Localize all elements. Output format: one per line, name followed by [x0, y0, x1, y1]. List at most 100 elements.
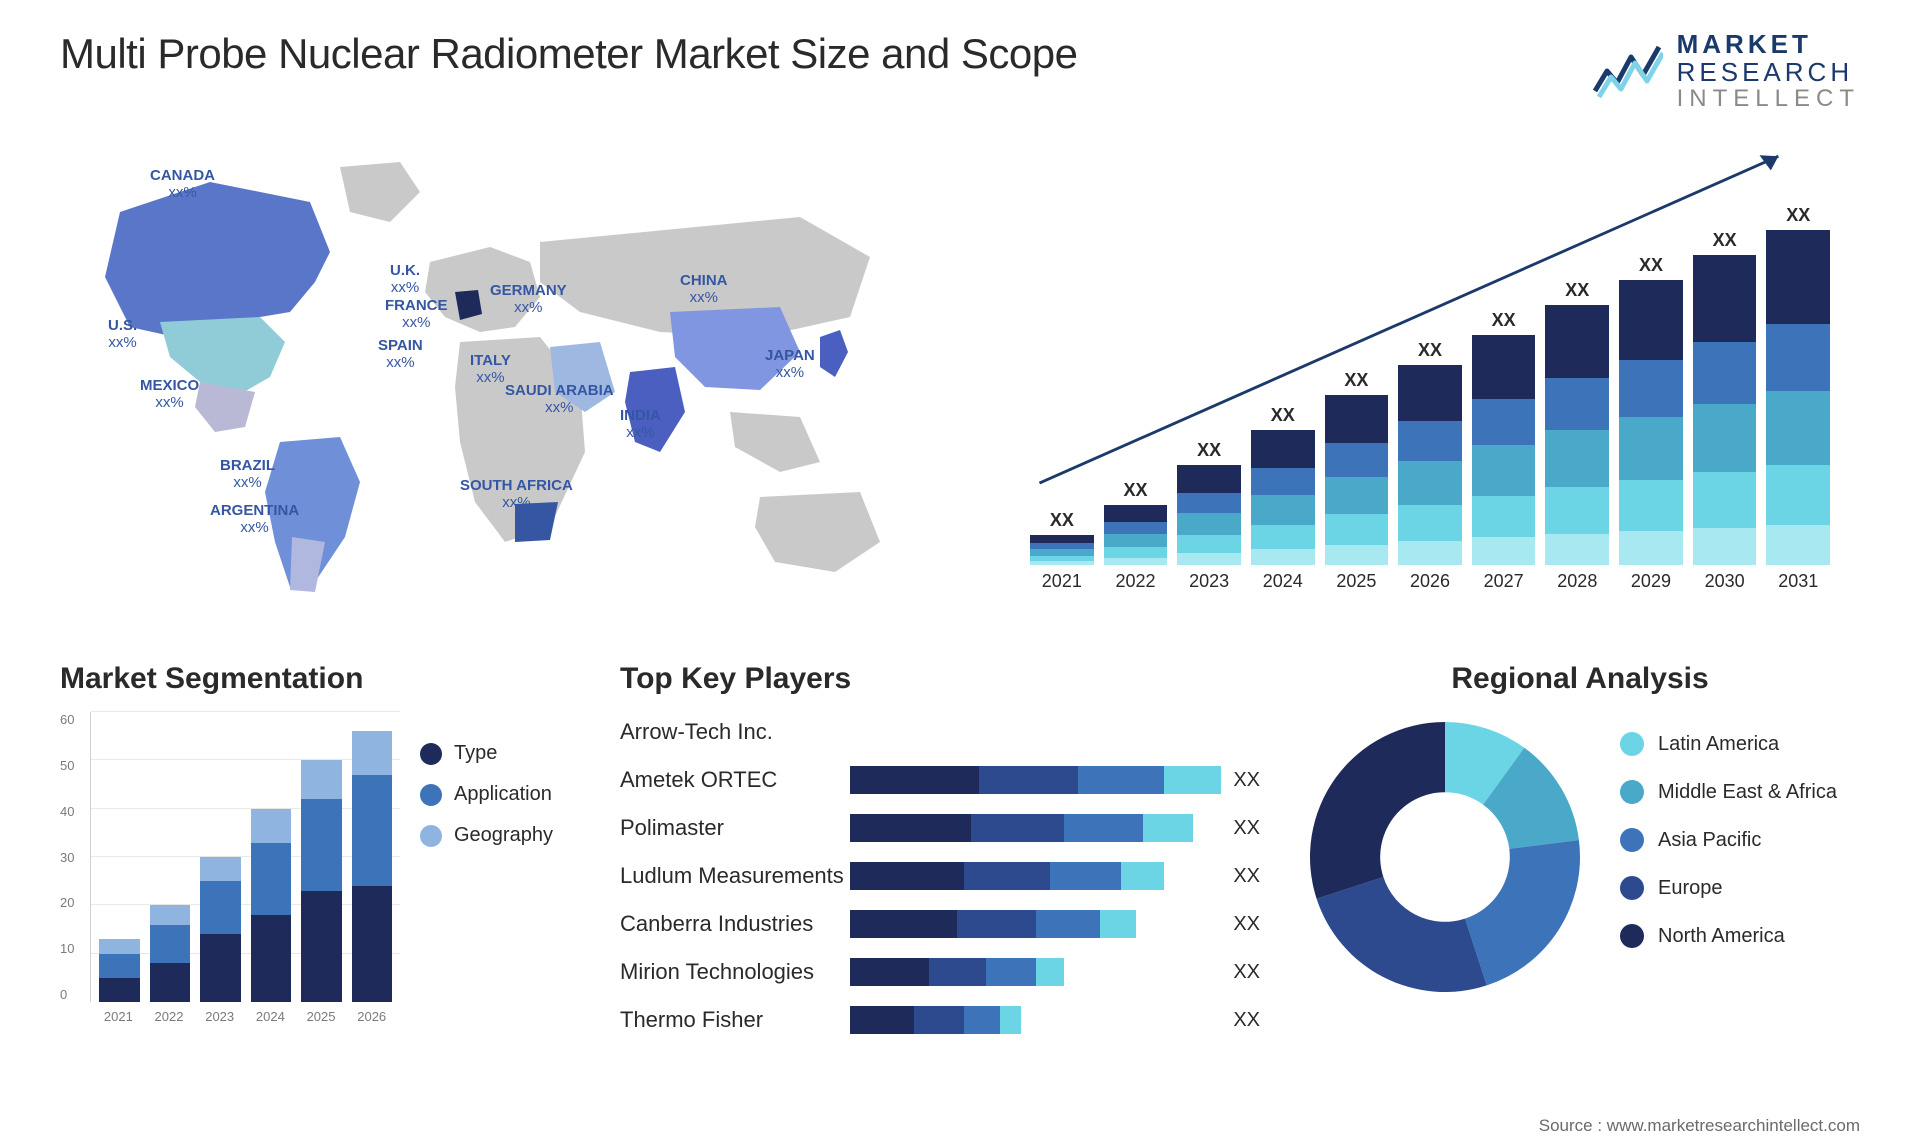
- growth-bar-column: XX 2025: [1325, 370, 1389, 592]
- legend-swatch-icon: [1620, 876, 1644, 900]
- key-player-label: Ametek ORTEC: [620, 767, 850, 793]
- world-map: CANADAxx%U.S.xx%MEXICOxx%BRAZILxx%ARGENT…: [60, 142, 960, 622]
- legend-swatch-icon: [1620, 828, 1644, 852]
- regional-legend-item: North America: [1620, 924, 1837, 948]
- key-players-title: Top Key Players: [620, 662, 1260, 696]
- map-country-label: INDIAxx%: [620, 407, 661, 442]
- key-player-bar: [850, 1006, 1221, 1034]
- map-country-label: FRANCExx%: [385, 297, 448, 332]
- key-player-row: Mirion Technologies XX: [620, 952, 1260, 992]
- segmentation-bar: [200, 857, 241, 1002]
- growth-bar-year-label: 2025: [1336, 571, 1376, 592]
- seg-ytick: 0: [60, 987, 86, 1002]
- key-player-value: XX: [1233, 769, 1260, 792]
- regional-legend-item: Middle East & Africa: [1620, 780, 1837, 804]
- key-player-bar: [850, 910, 1221, 938]
- regional-donut-chart: [1300, 712, 1590, 1002]
- segmentation-bar: [99, 939, 140, 1002]
- legend-label: Geography: [454, 824, 553, 847]
- key-player-label: Canberra Industries: [620, 911, 850, 937]
- logo-line3: INTELLECT: [1677, 86, 1860, 112]
- regional-legend-item: Europe: [1620, 876, 1837, 900]
- legend-label: Application: [454, 783, 552, 806]
- segmentation-bar: [150, 905, 191, 1002]
- legend-label: Asia Pacific: [1658, 829, 1761, 852]
- seg-xtick: 2026: [351, 1009, 392, 1024]
- seg-xtick: 2022: [149, 1009, 190, 1024]
- map-country-label: SAUDI ARABIAxx%: [505, 382, 614, 417]
- key-player-bar: [850, 766, 1221, 794]
- growth-bar-year-label: 2021: [1042, 571, 1082, 592]
- market-growth-chart: XX2021XX2022XX2023XX2024XX2025XX2026XX20…: [1000, 142, 1860, 622]
- map-country-label: U.K.xx%: [390, 262, 420, 297]
- key-player-row: Polimaster XX: [620, 808, 1260, 848]
- page-title: Multi Probe Nuclear Radiometer Market Si…: [60, 30, 1077, 78]
- legend-swatch-icon: [420, 743, 442, 765]
- legend-label: Latin America: [1658, 733, 1779, 756]
- key-player-label: Thermo Fisher: [620, 1007, 850, 1033]
- growth-bar-column: XX 2024: [1251, 405, 1315, 592]
- growth-bar-value-label: XX: [1271, 405, 1295, 426]
- regional-panel: Regional Analysis Latin America Middle Ea…: [1300, 662, 1860, 1082]
- growth-bar-value-label: XX: [1713, 230, 1737, 251]
- legend-swatch-icon: [1620, 732, 1644, 756]
- seg-xtick: 2021: [98, 1009, 139, 1024]
- growth-bar-column: XX2027: [1472, 310, 1536, 592]
- segmentation-legend-item: Application: [420, 783, 580, 806]
- map-country-label: SOUTH AFRICAxx%: [460, 477, 573, 512]
- key-player-label: Polimaster: [620, 815, 850, 841]
- regional-legend-item: Asia Pacific: [1620, 828, 1837, 852]
- regional-title: Regional Analysis: [1300, 662, 1860, 696]
- map-country-label: BRAZILxx%: [220, 457, 275, 492]
- donut-slice: [1317, 877, 1487, 992]
- legend-swatch-icon: [1620, 924, 1644, 948]
- logo-icon: [1593, 41, 1663, 101]
- segmentation-legend-item: Type: [420, 742, 580, 765]
- segmentation-legend: Type Application Geography: [420, 712, 580, 1032]
- growth-bar-column: XX2022: [1104, 480, 1168, 592]
- seg-ytick: 60: [60, 712, 86, 727]
- growth-bar-column: XX2021: [1030, 510, 1094, 592]
- legend-label: Europe: [1658, 877, 1723, 900]
- legend-label: Type: [454, 742, 497, 765]
- key-player-row: Ludlum MeasurementsXX: [620, 856, 1260, 896]
- map-country-label: CHINAxx%: [680, 272, 728, 307]
- segmentation-chart: 0102030405060 202120222023202420252026: [60, 712, 400, 1032]
- map-country-label: ARGENTINAxx%: [210, 502, 299, 537]
- segmentation-bar: [251, 809, 292, 1002]
- growth-bar-year-label: 2026: [1410, 571, 1450, 592]
- growth-bar-year-label: 2022: [1115, 571, 1155, 592]
- growth-bar-year-label: 2024: [1263, 571, 1303, 592]
- legend-label: North America: [1658, 925, 1785, 948]
- key-player-label: Mirion Technologies: [620, 959, 850, 985]
- key-player-value: XX: [1233, 1009, 1260, 1032]
- growth-bar-column: XX2031: [1766, 205, 1830, 592]
- legend-swatch-icon: [420, 825, 442, 847]
- legend-swatch-icon: [1620, 780, 1644, 804]
- map-country-label: GERMANYxx%: [490, 282, 567, 317]
- seg-xtick: 2024: [250, 1009, 291, 1024]
- growth-bar-year-label: 2027: [1484, 571, 1524, 592]
- growth-bar-value-label: XX: [1639, 255, 1663, 276]
- logo-line1: MARKET: [1677, 30, 1860, 58]
- segmentation-bar: [301, 760, 342, 1002]
- growth-bar-column: XX2028: [1545, 280, 1609, 592]
- seg-xtick: 2025: [301, 1009, 342, 1024]
- regional-legend: Latin America Middle East & Africa Asia Pa…: [1620, 712, 1837, 948]
- key-player-value: XX: [1233, 817, 1260, 840]
- growth-bar-value-label: XX: [1786, 205, 1810, 226]
- seg-ytick: 40: [60, 804, 86, 819]
- seg-ytick: 50: [60, 758, 86, 773]
- key-player-row: Arrow-Tech Inc.: [620, 712, 1260, 752]
- growth-bar-column: XX 2030: [1693, 230, 1757, 592]
- map-country-label: SPAINxx%: [378, 337, 423, 372]
- key-player-bar: [850, 862, 1221, 890]
- growth-bar-year-label: 2030: [1705, 571, 1745, 592]
- map-country-label: MEXICOxx%: [140, 377, 199, 412]
- key-player-value: XX: [1233, 961, 1260, 984]
- map-country-label: JAPANxx%: [765, 347, 815, 382]
- legend-label: Middle East & Africa: [1658, 781, 1837, 804]
- growth-bar-value-label: XX: [1344, 370, 1368, 391]
- source-attribution: Source : www.marketresearchintellect.com: [1539, 1116, 1860, 1136]
- growth-bar-value-label: XX: [1197, 440, 1221, 461]
